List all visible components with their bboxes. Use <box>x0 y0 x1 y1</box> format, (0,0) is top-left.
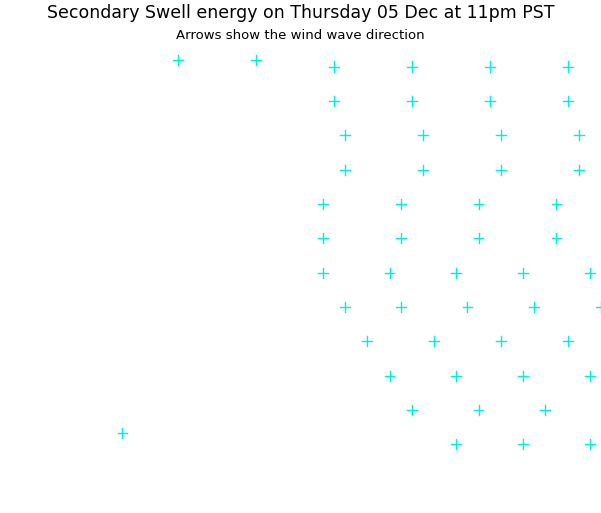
Text: Arrows show the wind wave direction: Arrows show the wind wave direction <box>176 29 425 42</box>
Text: Secondary Swell energy on Thursday 05 Dec at 11pm PST: Secondary Swell energy on Thursday 05 De… <box>47 4 554 22</box>
